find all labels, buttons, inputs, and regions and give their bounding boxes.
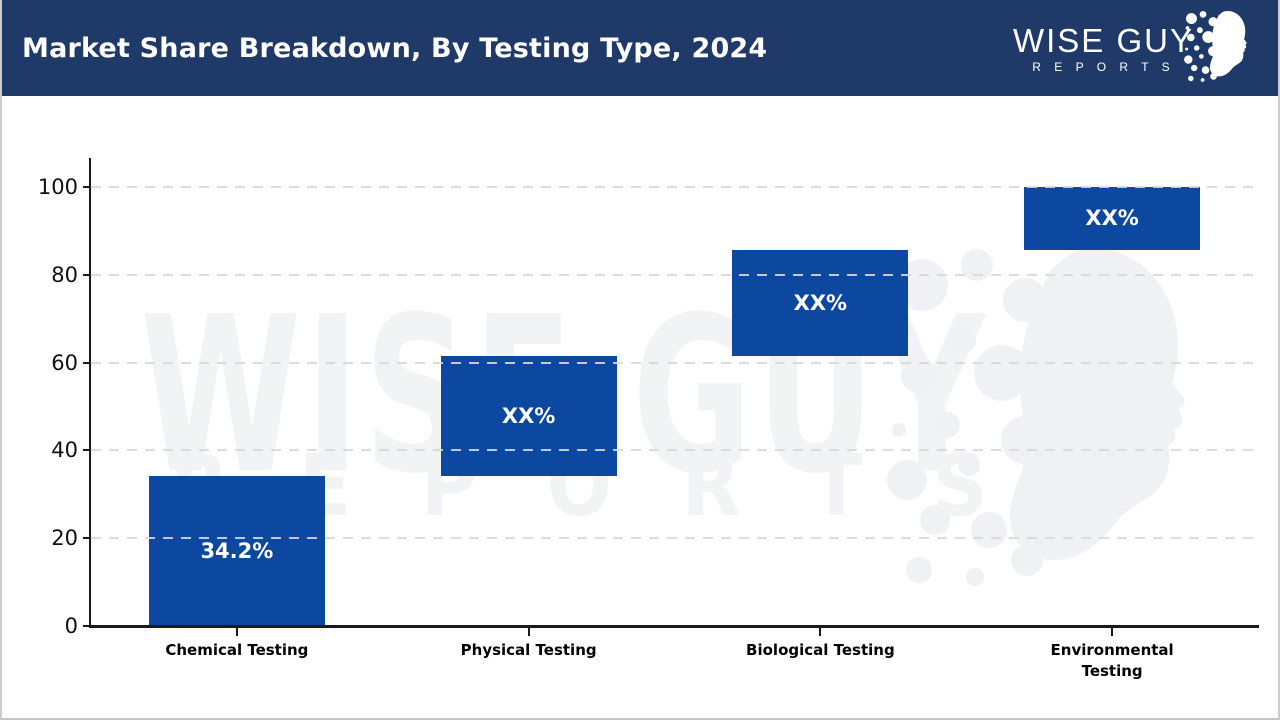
gridline	[91, 361, 1258, 364]
wise-guy-logo: WISE GUY R E P O R T S	[1013, 5, 1264, 91]
bar-value-label: 34.2%	[200, 538, 274, 563]
x-axis-spine	[89, 625, 1259, 628]
bar-physical-testing: XX%	[440, 356, 617, 476]
x-tick-mark	[819, 628, 822, 636]
watermark-face-icon	[887, 249, 1185, 586]
y-tick-mark	[83, 186, 90, 188]
x-tick-mark	[235, 628, 238, 636]
y-tick-label: 20	[51, 526, 78, 551]
category-label: Biological Testing	[746, 641, 895, 659]
gridline	[91, 537, 1258, 540]
logo-reports-label: R E P O R T S	[1032, 59, 1175, 74]
y-tick-label: 60	[51, 350, 78, 375]
category-label: Physical Testing	[460, 641, 597, 659]
gridline	[91, 273, 1258, 276]
y-tick-mark	[83, 273, 90, 276]
y-tick-mark	[83, 361, 90, 364]
bar-biological-testing: XX%	[732, 249, 909, 356]
y-tick-label: 80	[51, 262, 78, 287]
bar-environmental-testing: XX%	[1024, 187, 1201, 250]
bar-value-label: XX%	[1085, 206, 1139, 231]
page-title: Market Share Breakdown, By Testing Type,…	[22, 32, 768, 64]
y-tick-label: 40	[51, 438, 78, 463]
category-label: Environmental Testing	[1050, 641, 1174, 680]
gridline	[91, 186, 1258, 188]
y-tick-label: 100	[37, 175, 78, 199]
y-tick-mark	[83, 449, 90, 452]
x-tick-mark	[1111, 628, 1114, 636]
bar-value-label: XX%	[793, 290, 848, 315]
category-label: Chemical Testing	[165, 641, 309, 659]
gridline	[91, 449, 1258, 452]
x-tick-mark	[527, 628, 530, 636]
header-bar: Market Share Breakdown, By Testing Type,…	[2, 0, 1278, 96]
y-axis-spine	[89, 158, 91, 628]
y-tick-mark	[83, 625, 90, 627]
logo-face-icon	[1184, 10, 1247, 82]
bar-chemical-testing: 34.2%	[148, 475, 325, 626]
y-tick-label: 0	[64, 614, 78, 638]
y-tick-mark	[83, 537, 90, 540]
logo-text: WISE GUY R E P O R T S	[1013, 24, 1194, 73]
bar-value-label: XX%	[501, 403, 556, 428]
logo-wiseguy-label: WISE GUY	[1012, 21, 1194, 59]
